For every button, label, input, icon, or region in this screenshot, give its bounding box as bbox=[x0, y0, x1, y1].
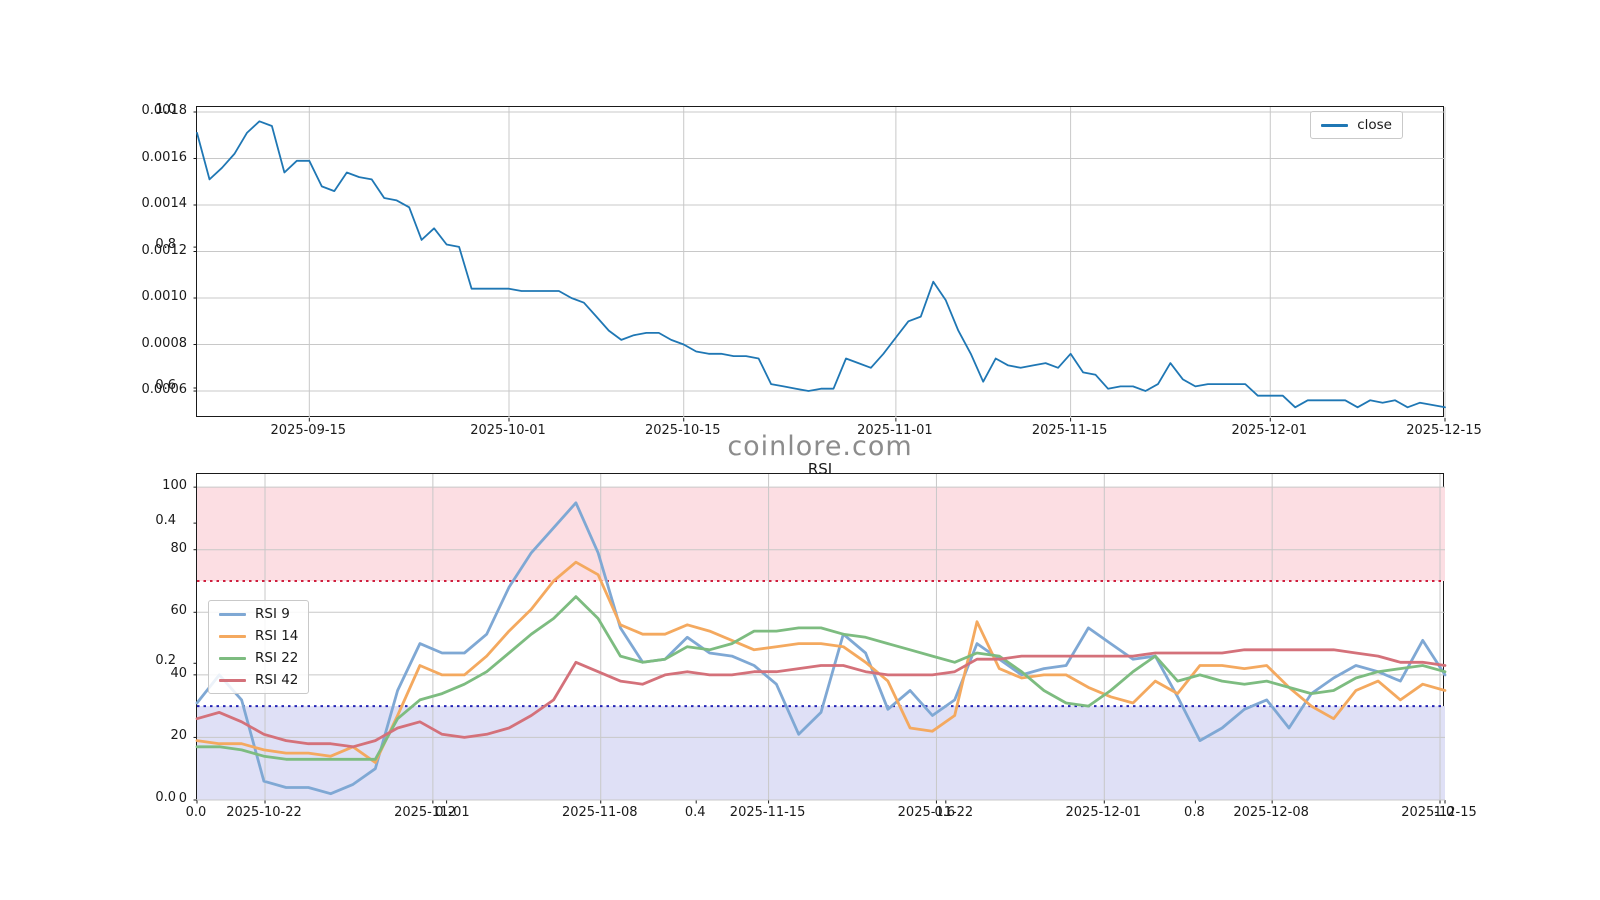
y-tick-label: 0.0008 bbox=[141, 335, 188, 351]
x-tick-label: 2025-11-15 bbox=[1031, 423, 1108, 438]
legend-label-rsi-22: RSI 22 bbox=[255, 650, 299, 666]
series-line-rsi-9 bbox=[195, 501, 1447, 796]
y-tick-label: 60 bbox=[170, 603, 187, 619]
series-line-rsi-14 bbox=[195, 560, 1447, 764]
x-tick-label: 2025-12-01 bbox=[1231, 423, 1308, 438]
legend-label-rsi-14: RSI 14 bbox=[255, 628, 299, 644]
series-line-close bbox=[196, 120, 1446, 409]
y-tick-label: 80 bbox=[170, 540, 187, 556]
x-tick-label: 2025-12-01 bbox=[1065, 805, 1142, 820]
legend-item-rsi-9: RSI 9 bbox=[219, 606, 298, 622]
legend-item-close: close bbox=[1321, 117, 1392, 133]
y-tick-label: 20 bbox=[170, 728, 187, 744]
x-tick-label: 2025-11-08 bbox=[561, 805, 638, 820]
series-line-rsi-42 bbox=[195, 648, 1447, 749]
rsi-chart: RSI 9 RSI 14 RSI 22 RSI 42 bbox=[193, 473, 1447, 804]
oversold-band bbox=[197, 706, 1445, 800]
series-line-rsi-22 bbox=[195, 595, 1447, 761]
x-tick-label: 2025-11-01 bbox=[394, 805, 470, 820]
legend-label-close: close bbox=[1357, 117, 1392, 133]
x-tick-label: 2025-09-15 bbox=[270, 423, 347, 438]
y-tick-label: 0.0018 bbox=[141, 102, 188, 118]
x-tick-label: 2025-11-01 bbox=[857, 423, 933, 438]
overbought-band bbox=[197, 487, 1445, 581]
rsi-22-line-swatch bbox=[219, 656, 246, 660]
y-tick-label: 0.0006 bbox=[141, 382, 188, 398]
x2-tick-label: 1.0 bbox=[1433, 805, 1455, 820]
y-tick-label: 0 bbox=[178, 791, 187, 806]
x-tick-label: 2025-12-08 bbox=[1233, 805, 1309, 820]
x2-tick-label: 0.0 bbox=[185, 805, 207, 820]
x-tick-label: 2025-12-15 bbox=[1406, 423, 1482, 438]
rsi-chart-canvas bbox=[193, 474, 1447, 804]
rsi-9-line-swatch bbox=[219, 612, 246, 616]
x2-tick-label: 0.8 bbox=[1184, 805, 1205, 820]
y-tick-label: 40 bbox=[170, 665, 187, 681]
legend-label-rsi-9: RSI 9 bbox=[255, 606, 290, 622]
y2-tick-label: 0.0 bbox=[155, 790, 176, 805]
legend-item-rsi-22: RSI 22 bbox=[219, 650, 298, 666]
y2-tick-label: 0.8 bbox=[155, 237, 176, 253]
rsi-14-line-swatch bbox=[219, 634, 246, 638]
y-tick-label: 0.0010 bbox=[141, 289, 188, 305]
rsi-chart-title: RSI bbox=[807, 460, 833, 478]
legend-item-rsi-14: RSI 14 bbox=[219, 628, 298, 644]
x-tick-label: 2025-10-01 bbox=[470, 423, 546, 438]
rsi-legend: RSI 9 RSI 14 RSI 22 RSI 42 bbox=[208, 600, 310, 694]
legend-label-rsi-42: RSI 42 bbox=[255, 672, 299, 688]
x2-tick-label: 0.2 bbox=[435, 805, 456, 820]
y-tick-label: 100 bbox=[162, 478, 187, 494]
close-line-swatch bbox=[1321, 123, 1349, 127]
x-tick-label: 2025-11-22 bbox=[897, 805, 974, 820]
x-tick-label: 2025-12-15 bbox=[1401, 805, 1477, 820]
y2-tick-label: 0.6 bbox=[155, 378, 176, 393]
x-tick-label: 2025-10-22 bbox=[226, 805, 302, 820]
x2-tick-label: 0.4 bbox=[684, 805, 706, 820]
y2-tick-label: 0.2 bbox=[155, 653, 176, 669]
price-chart-canvas bbox=[193, 107, 1446, 422]
x-tick-label: 2025-10-15 bbox=[644, 423, 721, 438]
y-tick-label: 0.0012 bbox=[141, 242, 188, 258]
rsi-42-line-swatch bbox=[219, 678, 246, 682]
legend-item-rsi-42: RSI 42 bbox=[219, 672, 298, 688]
price-chart: close bbox=[193, 106, 1446, 422]
y-tick-label: 0.0014 bbox=[141, 196, 188, 211]
watermark: coinlore.com bbox=[727, 431, 913, 462]
y2-tick-label: 1.0 bbox=[155, 101, 176, 117]
y-tick-label: 0.0016 bbox=[141, 149, 188, 165]
price-legend: close bbox=[1310, 111, 1403, 139]
x-tick-label: 2025-11-15 bbox=[729, 805, 806, 820]
y2-tick-label: 0.4 bbox=[155, 513, 176, 529]
x2-tick-label: 0.6 bbox=[934, 805, 956, 820]
